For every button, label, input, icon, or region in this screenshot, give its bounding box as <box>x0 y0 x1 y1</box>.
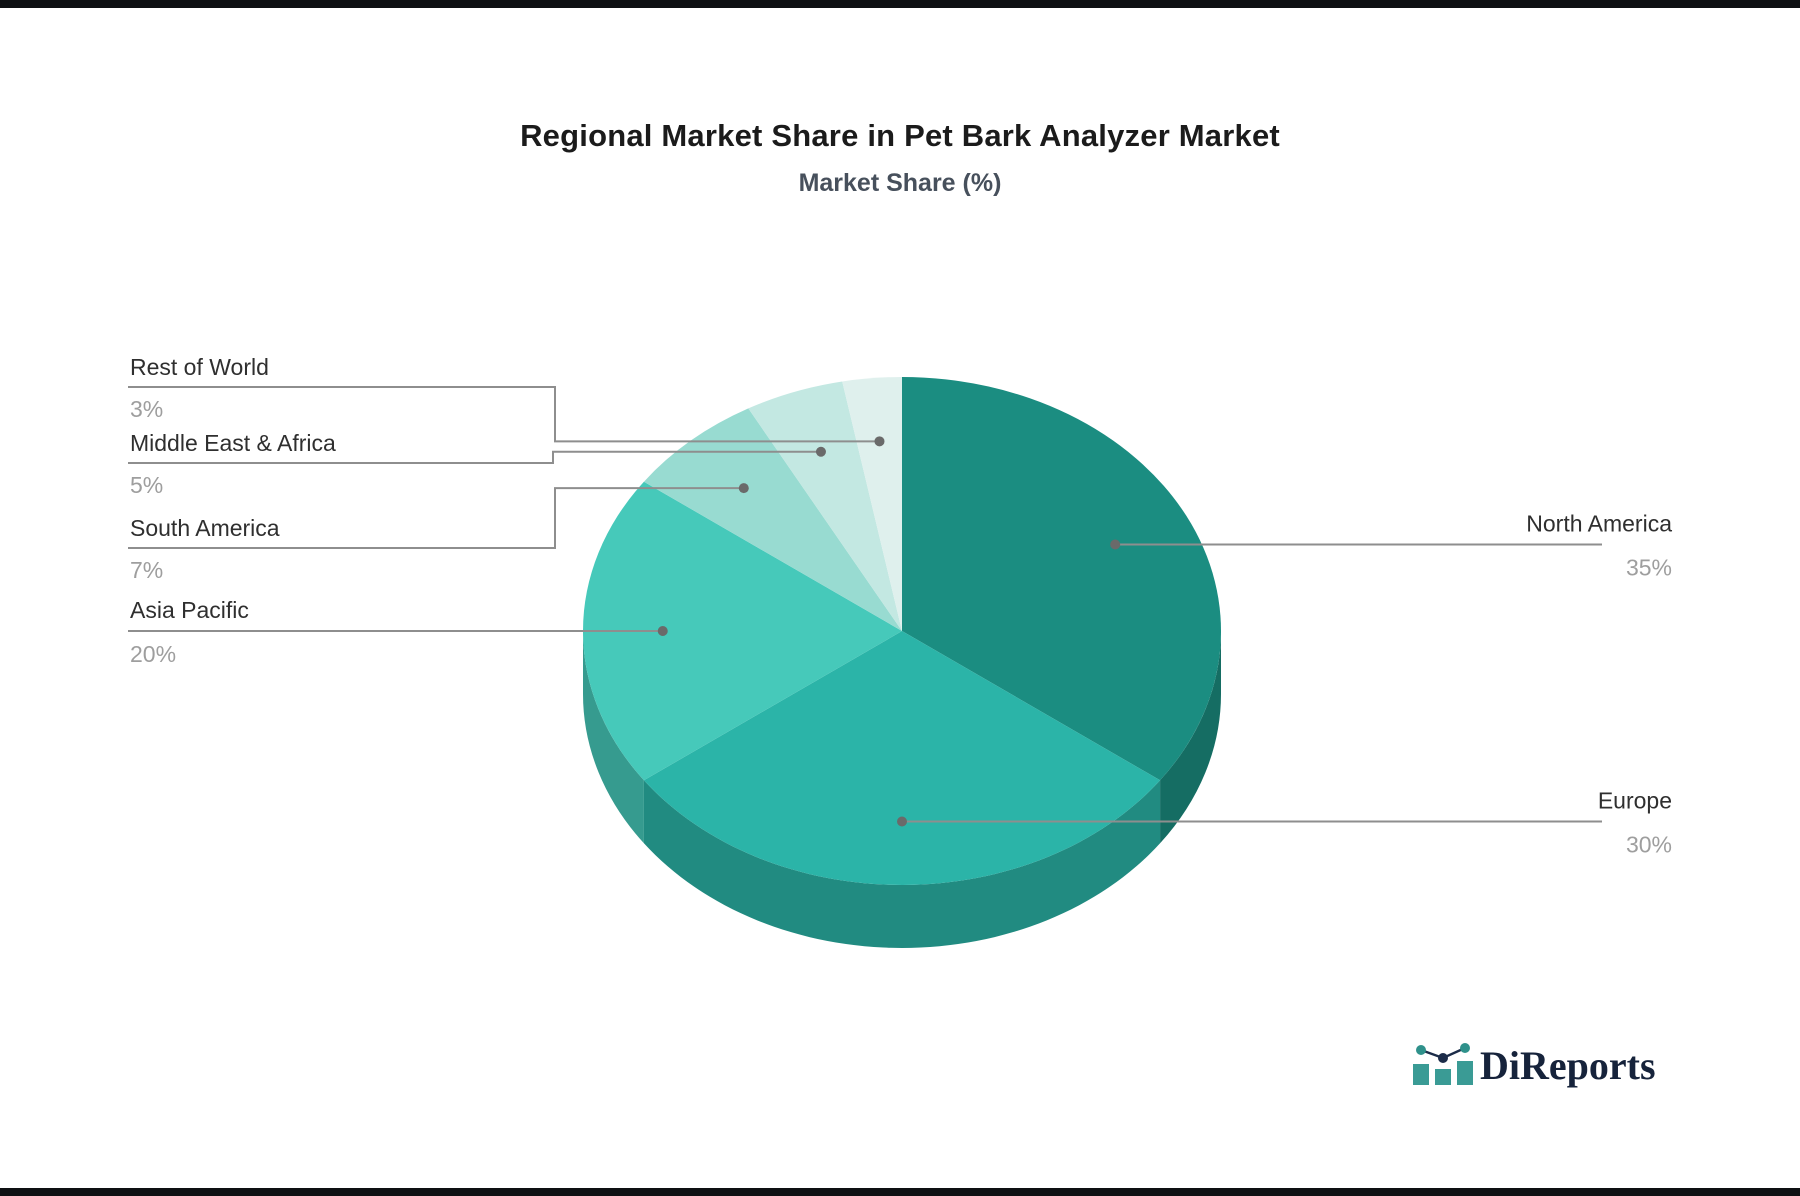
slice-label-south-america: South America <box>130 515 280 541</box>
pie-slice-middle-east-and-africa <box>748 381 902 631</box>
slice-label-north-america: North America <box>1526 511 1672 537</box>
brand-logo-text: DiReports <box>1480 1043 1656 1088</box>
slice-label-europe: Europe <box>1598 788 1672 814</box>
chart-subtitle: Market Share (%) <box>798 169 1002 197</box>
leader-dot-rest-of-world <box>874 436 885 447</box>
leader-line-rest-of-world <box>128 386 880 443</box>
leader-dot-south-america <box>738 483 749 494</box>
logo-bar-2 <box>1435 1069 1451 1085</box>
pie-slice-side-north-america <box>1160 631 1221 844</box>
slice-label-asia-pacific: Asia Pacific <box>130 597 249 623</box>
leader-dot-asia-pacific <box>657 626 668 636</box>
leader-dot-europe <box>897 816 907 827</box>
slice-value-south-america: 7% <box>130 557 163 583</box>
slice-label-middle-east-and-africa: Middle East & Africa <box>130 430 336 456</box>
slice-value-north-america: 35% <box>1626 555 1672 581</box>
logo-dot-2 <box>1438 1053 1448 1063</box>
bottom-edge-bar <box>0 1188 1800 1196</box>
logo-dot-1 <box>1416 1045 1426 1055</box>
top-edge-bar <box>0 0 1800 8</box>
logo-bar-3 <box>1457 1061 1473 1085</box>
pie-slice-asia-pacific <box>583 481 902 781</box>
pie-slice-side-europe <box>643 780 1161 948</box>
slice-value-asia-pacific: 20% <box>130 641 176 667</box>
leader-dot-middle-east-and-africa <box>815 446 826 457</box>
slice-label-rest-of-world: Rest of World <box>130 354 269 380</box>
slice-value-middle-east-and-africa: 5% <box>130 472 163 498</box>
slice-value-europe: 30% <box>1626 832 1672 858</box>
logo-dot-3 <box>1460 1043 1470 1053</box>
slice-value-rest-of-world: 3% <box>130 396 163 422</box>
pie-slice-north-america <box>902 377 1221 781</box>
pie-slice-side-asia-pacific <box>583 631 644 844</box>
pie-slice-south-america <box>643 408 902 631</box>
leader-line-middle-east-and-africa <box>128 450 821 464</box>
brand-logo-icon <box>1413 1043 1473 1085</box>
leader-line-south-america <box>128 487 744 549</box>
logo-bar-1 <box>1413 1064 1429 1085</box>
chart-title: Regional Market Share in Pet Bark Analyz… <box>520 118 1280 153</box>
leader-dot-north-america <box>1110 539 1121 550</box>
